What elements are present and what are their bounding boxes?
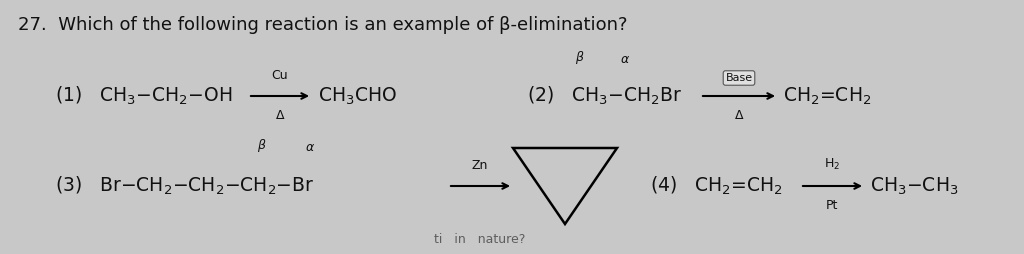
Text: $\beta$: $\beta$ bbox=[575, 49, 585, 66]
Text: ti   in   nature?: ti in nature? bbox=[434, 233, 525, 246]
Text: (1)   CH$_3$$-$CH$_2$$-$OH: (1) CH$_3$$-$CH$_2$$-$OH bbox=[55, 85, 232, 107]
Text: 27.  Which of the following reaction is an example of β-elimination?: 27. Which of the following reaction is a… bbox=[18, 16, 628, 34]
Text: CH$_2$=CH$_2$: CH$_2$=CH$_2$ bbox=[783, 85, 871, 107]
Text: Zn: Zn bbox=[472, 159, 488, 172]
Text: H$_2$: H$_2$ bbox=[824, 157, 840, 172]
Text: Cu: Cu bbox=[271, 69, 289, 82]
Text: Δ: Δ bbox=[275, 109, 285, 122]
Text: (2)   CH$_3$$-$CH$_2$Br: (2) CH$_3$$-$CH$_2$Br bbox=[527, 85, 682, 107]
Text: (3)   Br$-$CH$_2$$-$CH$_2$$-$CH$_2$$-$Br: (3) Br$-$CH$_2$$-$CH$_2$$-$CH$_2$$-$Br bbox=[55, 175, 314, 197]
Text: Pt: Pt bbox=[825, 199, 839, 212]
Text: (4)   CH$_2$=CH$_2$: (4) CH$_2$=CH$_2$ bbox=[650, 175, 783, 197]
Text: $\beta$: $\beta$ bbox=[257, 137, 267, 154]
Text: Δ: Δ bbox=[735, 109, 743, 122]
Text: $\alpha$: $\alpha$ bbox=[305, 141, 315, 154]
Text: CH$_3$$-$CH$_3$: CH$_3$$-$CH$_3$ bbox=[870, 175, 958, 197]
Text: CH$_3$CHO: CH$_3$CHO bbox=[318, 85, 397, 107]
Text: Base: Base bbox=[725, 73, 753, 83]
Text: $\alpha$: $\alpha$ bbox=[620, 53, 630, 66]
